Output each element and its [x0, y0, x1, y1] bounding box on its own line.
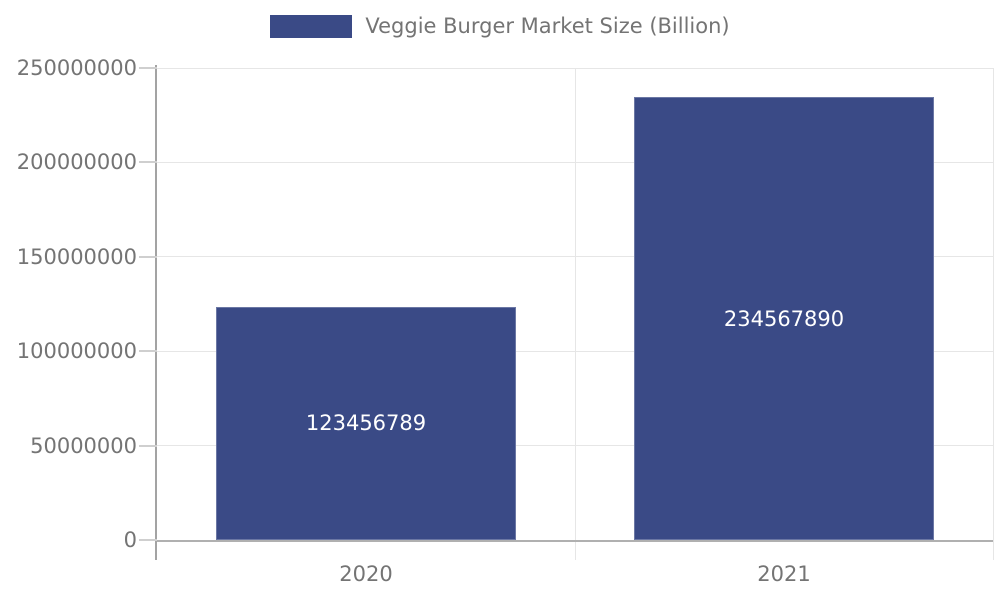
y-tick-label: 100000000	[16, 339, 137, 364]
bar	[215, 306, 517, 540]
plot-area: 123456789 234567890	[139, 65, 994, 560]
y-axis-tick	[139, 255, 157, 258]
bar	[633, 97, 935, 540]
y-axis-tick	[139, 444, 157, 447]
y-axis-tick	[139, 161, 157, 164]
bar-value-label: 123456789	[305, 411, 427, 436]
legend: Veggie Burger Market Size (Billion)	[0, 14, 1000, 38]
x-axis-line	[157, 540, 993, 542]
y-axis-tick	[139, 539, 157, 541]
bar-value-label: 234567890	[723, 306, 845, 331]
y-tick-label: 50000000	[30, 433, 137, 458]
legend-swatch-icon	[270, 14, 353, 38]
legend-label: Veggie Burger Market Size (Billion)	[365, 14, 730, 38]
y-tick-label: 150000000	[16, 244, 137, 269]
y-tick-label: 0	[123, 528, 137, 552]
gridline-vertical	[574, 68, 576, 560]
y-tick-label: 200000000	[16, 150, 137, 175]
gridline-vertical	[992, 68, 994, 560]
y-axis-tick	[139, 350, 157, 353]
y-axis-tick	[139, 67, 157, 69]
y-axis-line	[155, 65, 157, 560]
x-tick-label: 2021	[757, 562, 811, 586]
y-tick-label: 250000000	[16, 56, 137, 80]
x-tick-label: 2020	[339, 562, 393, 586]
